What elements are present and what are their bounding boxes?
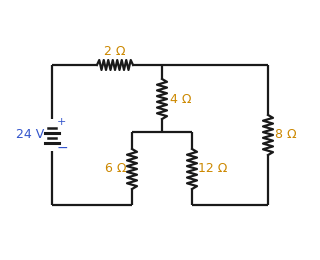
Text: 6 Ω: 6 Ω (105, 162, 126, 176)
Text: 4 Ω: 4 Ω (170, 93, 191, 106)
Text: −: − (57, 141, 68, 155)
Text: 8 Ω: 8 Ω (275, 128, 297, 141)
Text: 2 Ω: 2 Ω (104, 45, 126, 58)
Text: 24 V: 24 V (16, 128, 44, 141)
Text: +: + (57, 117, 66, 127)
Text: 12 Ω: 12 Ω (198, 162, 228, 176)
